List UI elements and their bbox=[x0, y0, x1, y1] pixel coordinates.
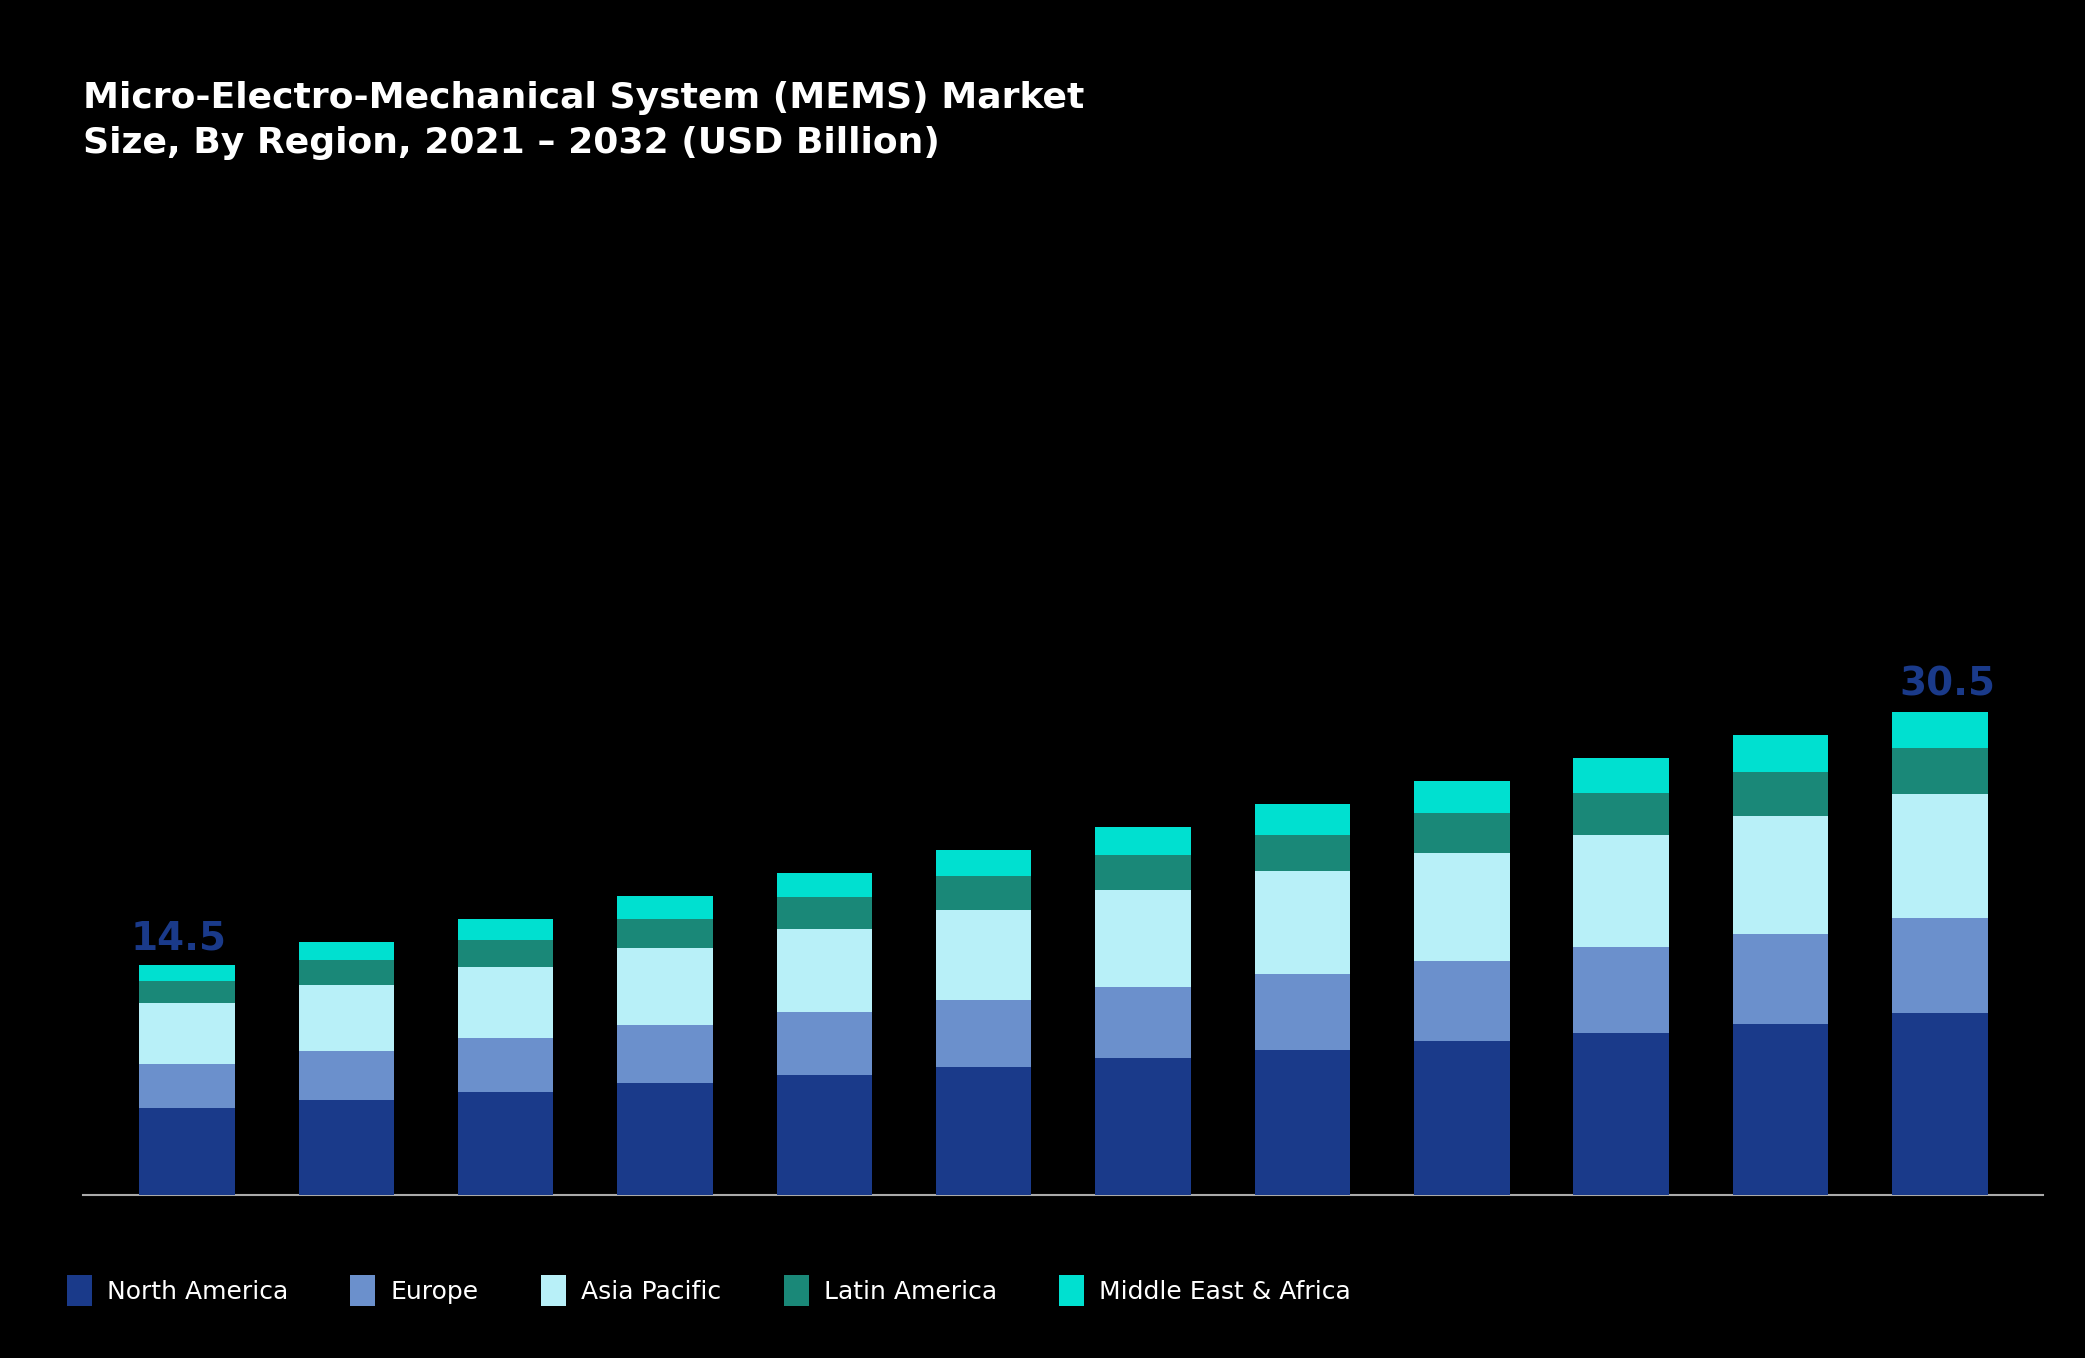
Bar bbox=[617, 918, 713, 948]
Bar bbox=[1733, 1024, 1829, 1195]
Bar bbox=[1095, 889, 1191, 986]
Bar bbox=[1255, 835, 1351, 872]
Bar bbox=[298, 985, 394, 1051]
Bar bbox=[1095, 856, 1191, 889]
Bar bbox=[1414, 853, 1510, 960]
Bar bbox=[298, 1051, 394, 1100]
Bar bbox=[1574, 758, 1668, 793]
Bar bbox=[1733, 735, 1829, 773]
Bar bbox=[936, 850, 1032, 876]
Bar bbox=[140, 1108, 236, 1195]
Bar bbox=[459, 1038, 553, 1092]
Bar bbox=[1891, 794, 1987, 918]
Bar bbox=[1733, 816, 1829, 934]
Bar bbox=[459, 940, 553, 967]
Bar bbox=[936, 910, 1032, 999]
Bar bbox=[1255, 804, 1351, 835]
Bar bbox=[1255, 974, 1351, 1050]
Bar bbox=[140, 966, 236, 980]
Bar bbox=[617, 948, 713, 1025]
Bar bbox=[1414, 781, 1510, 813]
Bar bbox=[1095, 986, 1191, 1058]
Bar bbox=[776, 929, 872, 1012]
Bar bbox=[140, 1004, 236, 1063]
Bar bbox=[1891, 712, 1987, 748]
Bar bbox=[617, 1025, 713, 1084]
Bar bbox=[1574, 1032, 1668, 1195]
Bar bbox=[936, 1066, 1032, 1195]
Bar bbox=[1095, 1058, 1191, 1195]
Bar bbox=[1574, 793, 1668, 835]
Bar bbox=[298, 960, 394, 985]
Bar bbox=[776, 873, 872, 898]
Bar bbox=[140, 980, 236, 1004]
Bar bbox=[617, 1084, 713, 1195]
Bar bbox=[1891, 1013, 1987, 1195]
Bar bbox=[1255, 872, 1351, 974]
Legend: North America, Europe, Asia Pacific, Latin America, Middle East & Africa: North America, Europe, Asia Pacific, Lat… bbox=[56, 1266, 1362, 1316]
Bar bbox=[1414, 1042, 1510, 1195]
Bar bbox=[617, 896, 713, 918]
Bar bbox=[1414, 813, 1510, 853]
Bar bbox=[776, 1076, 872, 1195]
Bar bbox=[936, 999, 1032, 1066]
Bar bbox=[298, 942, 394, 960]
Bar bbox=[459, 967, 553, 1038]
Bar bbox=[459, 919, 553, 940]
Text: 14.5: 14.5 bbox=[131, 919, 227, 957]
Bar bbox=[1414, 960, 1510, 1042]
Bar bbox=[776, 1012, 872, 1076]
Bar bbox=[1891, 918, 1987, 1013]
Bar bbox=[1733, 934, 1829, 1024]
Bar bbox=[1574, 835, 1668, 947]
Text: Micro-Electro-Mechanical System (MEMS) Market
Size, By Region, 2021 – 2032 (USD : Micro-Electro-Mechanical System (MEMS) M… bbox=[83, 81, 1084, 160]
Bar bbox=[1733, 773, 1829, 816]
Bar bbox=[140, 1063, 236, 1108]
Bar bbox=[1891, 748, 1987, 794]
Bar bbox=[1255, 1050, 1351, 1195]
Bar bbox=[298, 1100, 394, 1195]
Bar bbox=[936, 876, 1032, 910]
Bar bbox=[459, 1092, 553, 1195]
Bar bbox=[1574, 947, 1668, 1032]
Text: 30.5: 30.5 bbox=[1899, 665, 1995, 703]
Bar bbox=[776, 898, 872, 929]
Bar bbox=[1095, 827, 1191, 856]
